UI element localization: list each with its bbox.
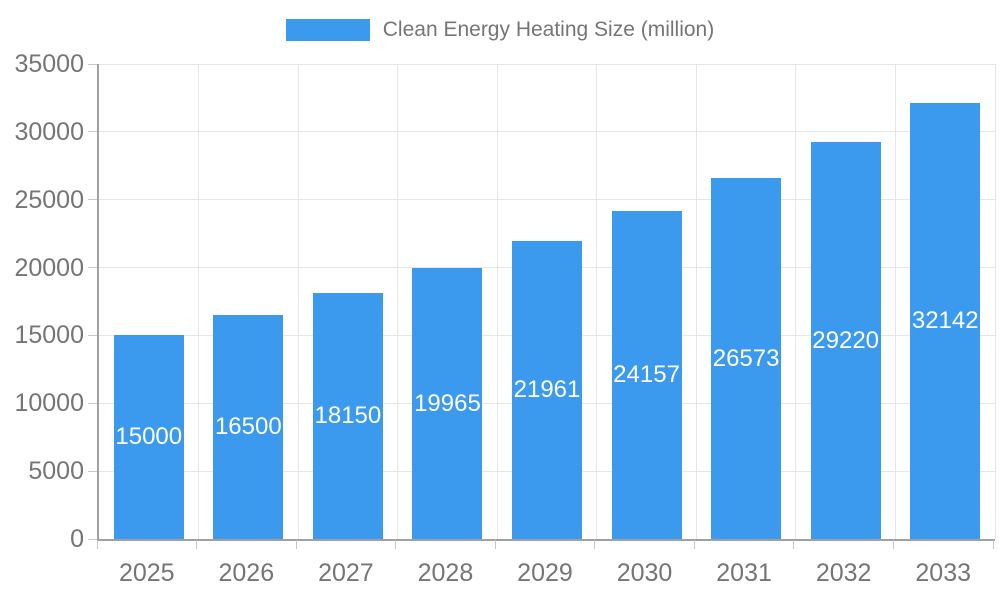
y-tick: [88, 402, 97, 404]
bar-value-label: 24157: [613, 361, 680, 389]
bar-2025: 15000: [113, 335, 184, 539]
x-gridline: [496, 64, 498, 539]
bar-2026: 16500: [213, 315, 284, 539]
x-tick: [693, 540, 695, 549]
x-axis-label: 2028: [417, 559, 474, 587]
bar-2028: 19965: [412, 268, 483, 539]
y-axis-label: 0: [70, 525, 84, 553]
y-tick: [88, 267, 97, 269]
y-axis-label: 20000: [14, 253, 84, 282]
x-axis-label: 2025: [118, 559, 175, 587]
x-tick: [295, 540, 297, 549]
legend-label: Clean Energy Heating Size (million): [382, 18, 715, 41]
y-tick: [88, 334, 97, 336]
bar-value-label: 29220: [812, 326, 880, 354]
bar-value-label: 15000: [115, 423, 183, 451]
bar-2031: 26573: [711, 178, 782, 539]
x-tick: [793, 540, 795, 549]
x-axis-label: 2026: [218, 559, 275, 587]
y-gridline: [99, 63, 995, 65]
x-tick: [96, 540, 98, 549]
x-axis-label: 2030: [616, 559, 673, 587]
x-tick: [594, 540, 596, 549]
x-gridline: [397, 64, 399, 539]
y-tick: [88, 63, 97, 65]
legend-swatch: [285, 19, 370, 41]
y-gridline: [99, 199, 995, 201]
x-gridline: [994, 64, 996, 539]
x-axis-label: 2029: [517, 559, 573, 587]
x-gridline: [795, 64, 797, 539]
bar-2033: 32142: [910, 102, 981, 539]
x-gridline: [297, 64, 299, 539]
x-tick: [992, 540, 994, 549]
bar-value-label: 19965: [414, 389, 481, 417]
x-gridline: [198, 64, 200, 539]
bar-value-label: 18150: [314, 401, 382, 429]
x-gridline: [596, 64, 598, 539]
y-tick: [88, 538, 97, 540]
bar-value-label: 16500: [214, 413, 282, 441]
y-axis-label: 5000: [28, 457, 84, 486]
bar-2029: 21961: [512, 240, 582, 539]
x-axis-label: 2033: [915, 559, 972, 587]
bar-value-label: 21961: [513, 375, 581, 403]
y-gridline: [99, 131, 995, 133]
y-axis-label: 15000: [14, 321, 84, 350]
x-tick: [196, 540, 198, 549]
x-gridline: [894, 64, 896, 539]
plot-area: 15000 16500 18150 19965 21961 24157 26573 29220…: [97, 63, 996, 541]
bar-2030: 24157: [611, 211, 682, 539]
x-tick: [892, 540, 894, 549]
x-axis-label: 2027: [318, 559, 374, 587]
x-axis-label: 2031: [716, 559, 772, 587]
y-axis-label: 35000: [14, 50, 84, 78]
x-tick: [494, 540, 496, 549]
y-axis-label: 10000: [14, 389, 84, 418]
y-axis-label: 30000: [14, 117, 84, 146]
bar-value-label: 32142: [911, 306, 979, 334]
y-tick: [88, 199, 97, 201]
x-axis-label: 2032: [815, 559, 872, 587]
x-gridline: [695, 64, 697, 539]
x-tick: [395, 540, 397, 549]
bar-value-label: 26573: [712, 344, 780, 372]
y-tick: [88, 131, 97, 133]
y-axis-label: 25000: [14, 185, 84, 214]
legend[interactable]: Clean Energy Heating Size (million): [0, 18, 1000, 42]
y-tick: [88, 470, 97, 472]
bar-2032: 29220: [810, 142, 881, 539]
bar-2027: 18150: [312, 292, 383, 539]
